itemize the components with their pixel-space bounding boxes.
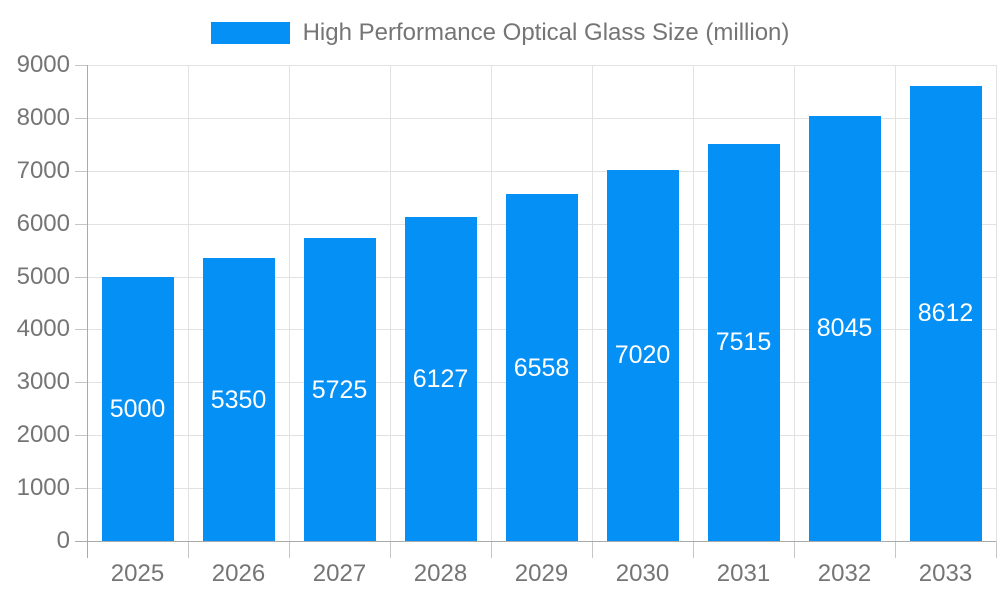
gridline-vertical — [289, 65, 290, 541]
gridline-vertical — [188, 65, 189, 541]
x-axis-tick-label: 2030 — [615, 560, 670, 587]
x-axis-tick — [491, 541, 492, 558]
y-axis-tick — [75, 329, 87, 331]
bar-value-label: 5350 — [210, 385, 267, 414]
y-axis-line — [87, 65, 88, 558]
legend-label: High Performance Optical Glass Size (mil… — [302, 19, 790, 46]
y-axis-tick-label: 6000 — [16, 209, 70, 237]
gridline-horizontal — [87, 117, 996, 119]
bar — [707, 143, 780, 541]
bar-value-label: 8045 — [816, 314, 873, 343]
x-axis-tick — [794, 541, 795, 558]
x-axis-tick-label: 2026 — [211, 560, 266, 587]
bar-value-label: 8612 — [917, 299, 974, 328]
gridline-vertical — [794, 65, 795, 541]
bar-value-label: 6558 — [513, 353, 570, 382]
y-axis-tick — [75, 117, 87, 119]
bar-value-label: 5725 — [311, 375, 368, 404]
x-axis-tick-label: 2027 — [312, 560, 367, 587]
x-axis-tick-label: 2033 — [918, 560, 973, 587]
x-axis-tick-label: 2029 — [514, 560, 569, 587]
y-axis-tick — [75, 382, 87, 384]
y-axis-tick — [75, 223, 87, 225]
bar — [101, 276, 174, 541]
gridline-vertical — [895, 65, 896, 541]
bar — [808, 115, 881, 541]
legend-swatch — [210, 22, 290, 44]
x-axis-tick — [188, 541, 189, 558]
y-axis-tick-label: 4000 — [16, 315, 70, 343]
bar — [909, 85, 982, 541]
y-axis-tick-label: 9000 — [16, 51, 70, 78]
x-axis-tick — [390, 541, 391, 558]
y-axis-tick-label: 0 — [56, 527, 70, 554]
gridline-horizontal — [87, 170, 996, 172]
x-axis-line — [75, 541, 996, 542]
x-axis-tick-label: 2032 — [817, 560, 872, 587]
x-axis-tick-label: 2031 — [716, 560, 771, 587]
x-axis-tick — [693, 541, 694, 558]
bar-value-label: 6127 — [412, 364, 469, 393]
bar-value-label: 7515 — [715, 328, 772, 357]
bar-value-label: 7020 — [614, 341, 671, 370]
x-axis-tick-label: 2025 — [110, 560, 165, 587]
y-axis-tick-label: 8000 — [16, 103, 70, 131]
gridline-vertical — [390, 65, 391, 541]
y-axis-tick — [75, 435, 87, 437]
x-axis-tick-label: 2028 — [413, 560, 468, 587]
x-axis-tick — [592, 541, 593, 558]
gridline-vertical — [592, 65, 593, 541]
y-axis-tick — [75, 488, 87, 490]
bar — [303, 238, 376, 541]
y-axis-tick — [75, 276, 87, 278]
gridline-horizontal — [87, 65, 996, 66]
x-axis-tick — [996, 541, 997, 558]
y-axis-tick-label: 1000 — [16, 474, 70, 502]
y-axis-tick-label: 3000 — [16, 368, 70, 396]
y-axis-tick — [75, 65, 87, 66]
legend[interactable]: High Performance Optical Glass Size (mil… — [0, 20, 1000, 46]
gridline-vertical — [996, 65, 997, 541]
y-axis-tick — [75, 170, 87, 172]
bar-value-label: 5000 — [109, 394, 166, 423]
y-axis-tick-label: 2000 — [16, 421, 70, 449]
bar — [505, 194, 578, 541]
x-axis-tick — [895, 541, 896, 558]
y-axis-tick-label: 7000 — [16, 156, 70, 184]
gridline-vertical — [693, 65, 694, 541]
gridline-vertical — [491, 65, 492, 541]
x-axis-tick — [289, 541, 290, 558]
bar — [404, 216, 477, 541]
y-axis-tick-label: 5000 — [16, 262, 70, 290]
bar — [202, 258, 275, 541]
bar — [606, 169, 679, 541]
